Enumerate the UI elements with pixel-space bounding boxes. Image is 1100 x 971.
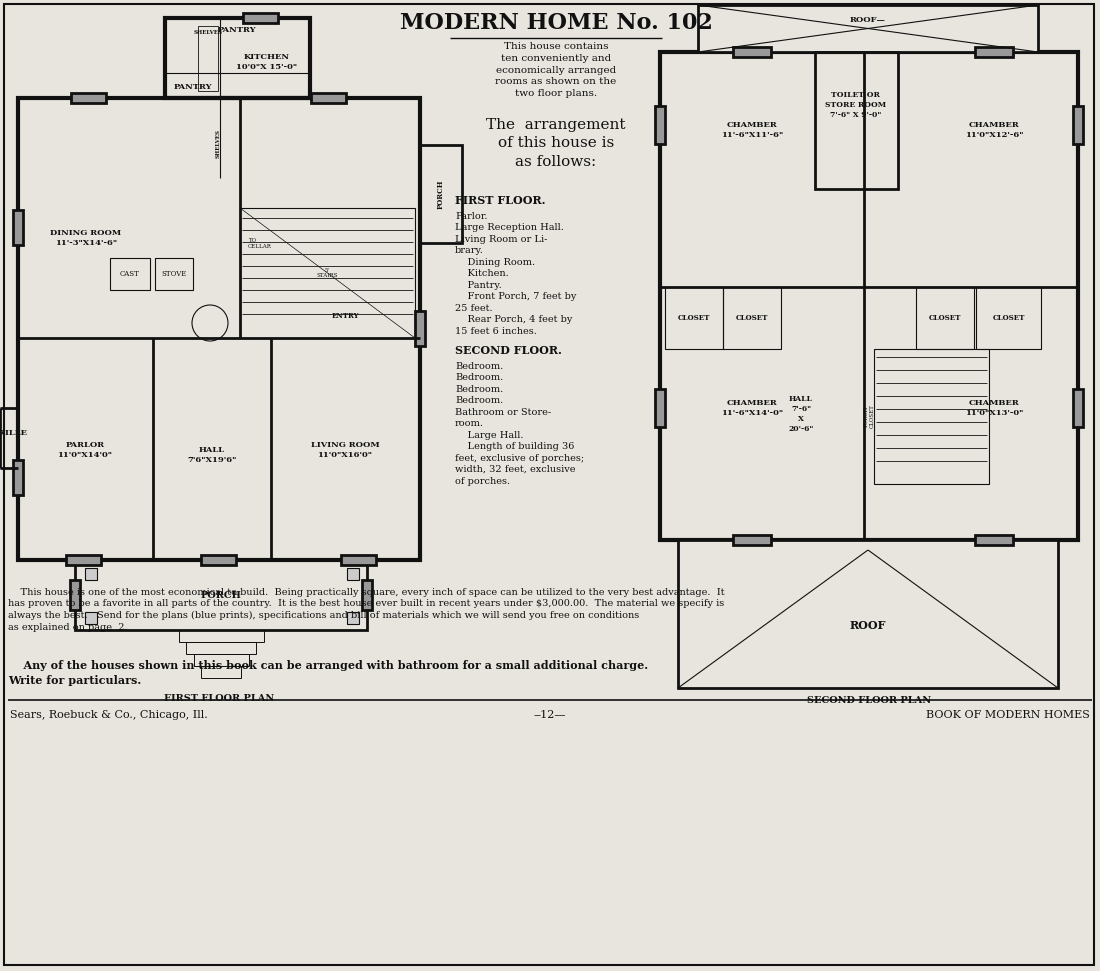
Bar: [70, 580, 80, 610]
Bar: [75, 560, 367, 630]
Bar: [200, 555, 235, 565]
Text: CHAMBER
11'0"X13'-0": CHAMBER 11'0"X13'-0": [965, 399, 1024, 418]
Bar: [85, 568, 97, 580]
Text: KITCHEN
10'0"X 15'-0": KITCHEN 10'0"X 15'-0": [235, 53, 297, 71]
Text: The  arrangement
of this house is
as follows:: The arrangement of this house is as foll…: [486, 118, 626, 169]
Text: ‒12—: ‒12—: [534, 710, 566, 720]
Text: ROOF—: ROOF—: [850, 16, 886, 24]
Text: FIRST FLOOR PLAN: FIRST FLOOR PLAN: [164, 694, 274, 703]
Bar: [201, 666, 241, 678]
Bar: [660, 52, 1078, 540]
Text: PORCH
CLOSET: PORCH CLOSET: [864, 404, 874, 428]
Text: PANTRY: PANTRY: [174, 83, 212, 91]
Text: PARLOR
11'0"X14'0": PARLOR 11'0"X14'0": [57, 441, 112, 459]
Bar: [13, 211, 23, 246]
Bar: [1072, 389, 1084, 427]
Bar: [18, 98, 420, 560]
Text: CLOSET: CLOSET: [678, 314, 711, 322]
Text: GRILLE: GRILLE: [0, 429, 28, 437]
Bar: [186, 642, 256, 654]
Text: CLOSET: CLOSET: [928, 314, 961, 322]
Text: SHELVES: SHELVES: [216, 128, 220, 157]
Bar: [654, 106, 666, 145]
Text: Parlor.
Large Reception Hall.
Living Room or Li-
brary.
    Dining Room.
    Kit: Parlor. Large Reception Hall. Living Roo…: [455, 212, 576, 336]
Text: CHAMBER
11'-6"X11'-6": CHAMBER 11'-6"X11'-6": [720, 121, 783, 139]
Bar: [815, 52, 899, 188]
Bar: [916, 287, 974, 349]
Bar: [678, 540, 1058, 688]
Bar: [698, 5, 1038, 52]
Text: CLOSET: CLOSET: [993, 314, 1025, 322]
Text: PORCH: PORCH: [200, 590, 241, 599]
Text: SHELVES: SHELVES: [194, 30, 222, 35]
Bar: [976, 47, 1013, 57]
Text: LIVING ROOM
11'0"X16'0": LIVING ROOM 11'0"X16'0": [310, 441, 380, 459]
Bar: [179, 630, 264, 642]
Bar: [66, 555, 100, 565]
Bar: [194, 654, 249, 666]
Text: Any of the houses shown in this book can be arranged with bathroom for a small a: Any of the houses shown in this book can…: [8, 660, 648, 686]
Text: MODERN HOME No. 102: MODERN HOME No. 102: [399, 12, 713, 34]
Text: This house is one of the most economical to build.  Being practically square, ev: This house is one of the most economical…: [8, 588, 725, 631]
Bar: [1072, 106, 1084, 145]
Text: BOOK OF MODERN HOMES: BOOK OF MODERN HOMES: [926, 710, 1090, 720]
Bar: [310, 93, 345, 103]
Bar: [198, 26, 218, 91]
Bar: [723, 287, 781, 349]
Text: Sears, Roebuck & Co., Chicago, Ill.: Sears, Roebuck & Co., Chicago, Ill.: [10, 710, 208, 720]
Text: SECOND FLOOR.: SECOND FLOOR.: [455, 345, 562, 356]
Text: PORCH: PORCH: [437, 180, 446, 209]
Text: TOILET OR
STORE ROOM
7'-6" X 9'-0": TOILET OR STORE ROOM 7'-6" X 9'-0": [825, 91, 887, 118]
Bar: [165, 18, 310, 98]
Text: Bedroom.
Bedroom.
Bedroom.
Bedroom.
Bathroom or Store-
room.
    Large Hall.
   : Bedroom. Bedroom. Bedroom. Bedroom. Bath…: [455, 362, 584, 486]
Bar: [976, 535, 1013, 545]
Bar: [242, 13, 277, 23]
Bar: [874, 349, 989, 484]
Bar: [976, 287, 1041, 349]
Bar: [420, 145, 462, 243]
Text: ROOF: ROOF: [849, 620, 887, 631]
Bar: [654, 389, 666, 427]
Bar: [666, 287, 723, 349]
Text: PANTRY: PANTRY: [218, 26, 256, 34]
Text: CHAMBER
11'-6"X14'-0": CHAMBER 11'-6"X14'-0": [720, 399, 783, 418]
Bar: [346, 568, 359, 580]
Text: 5'
STAIRS: 5' STAIRS: [317, 268, 338, 279]
Bar: [240, 208, 415, 338]
Text: HALL
7'-6"
X
20'-6": HALL 7'-6" X 20'-6": [789, 395, 814, 433]
Bar: [70, 93, 106, 103]
Text: CLOSET: CLOSET: [736, 314, 768, 322]
Bar: [341, 555, 375, 565]
Bar: [13, 460, 23, 495]
Bar: [85, 612, 97, 624]
Text: This house contains
ten conveniently and
economically arranged
rooms as shown on: This house contains ten conveniently and…: [495, 42, 617, 98]
Bar: [110, 258, 150, 290]
Bar: [346, 612, 359, 624]
Bar: [155, 258, 192, 290]
Text: CAST: CAST: [120, 270, 140, 278]
Bar: [415, 312, 425, 347]
Text: TO
CELLAR: TO CELLAR: [248, 238, 272, 249]
Text: ENTRY: ENTRY: [331, 312, 359, 320]
Text: DINING ROOM
11'-3"X14'-6": DINING ROOM 11'-3"X14'-6": [51, 229, 122, 247]
Bar: [362, 580, 372, 610]
Bar: [733, 47, 771, 57]
Text: CHAMBER
11'0"X12'-6": CHAMBER 11'0"X12'-6": [965, 121, 1024, 139]
Text: STOVE: STOVE: [162, 270, 187, 278]
Bar: [733, 535, 771, 545]
Text: HALL
7'6"X19'6": HALL 7'6"X19'6": [187, 446, 236, 464]
Text: SECOND FLOOR PLAN: SECOND FLOOR PLAN: [807, 696, 931, 705]
Text: FIRST FLOOR.: FIRST FLOOR.: [455, 195, 546, 206]
